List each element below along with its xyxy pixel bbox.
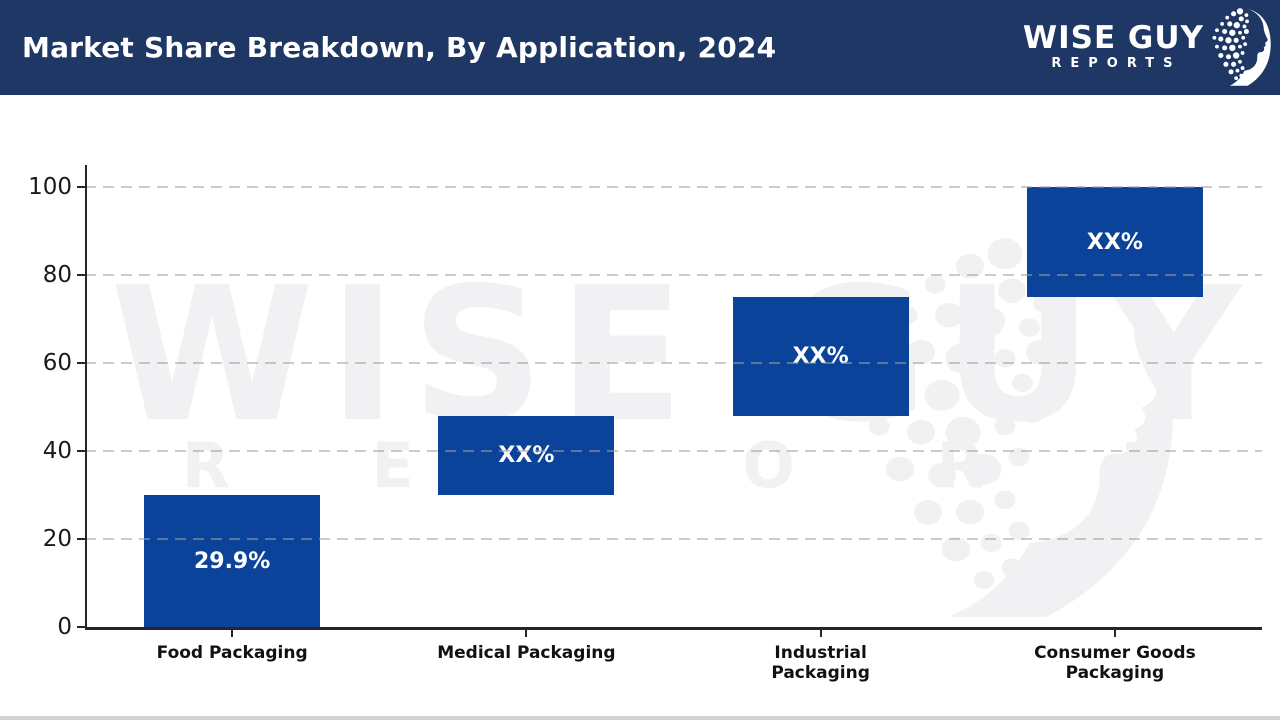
brand-logo-text: WISE GUY REPORTS bbox=[1023, 21, 1204, 71]
y-axis-line bbox=[85, 165, 87, 627]
bar-value-label: XX% bbox=[792, 343, 849, 369]
y-gridline bbox=[85, 450, 1262, 452]
x-category-label: Food Packaging bbox=[156, 643, 308, 663]
y-tick-label: 40 bbox=[42, 438, 72, 464]
bar-value-label: 29.9% bbox=[193, 548, 271, 574]
brand-logo: WISE GUY REPORTS bbox=[1023, 5, 1272, 87]
x-category-label: Medical Packaging bbox=[437, 643, 616, 663]
y-tick-mark bbox=[77, 274, 85, 276]
y-tick-label: 100 bbox=[28, 174, 72, 200]
x-category-label: Consumer Goods Packaging bbox=[1034, 643, 1196, 684]
bar-food-packaging: 29.9% bbox=[144, 495, 321, 627]
x-tick-mark bbox=[525, 630, 528, 637]
y-tick-label: 20 bbox=[42, 526, 72, 552]
bar-medical-packaging: XX% bbox=[438, 415, 615, 496]
y-tick-mark bbox=[77, 186, 85, 188]
header-banner: Market Share Breakdown, By Application, … bbox=[0, 0, 1280, 95]
brand-subtitle: REPORTS bbox=[1051, 56, 1182, 72]
watermark-subtitle-text: R E P O R T S bbox=[182, 429, 1280, 502]
chart-canvas: WISE GUY R E P O R T S 02040608010029.9%… bbox=[0, 95, 1280, 720]
bottom-border-strip bbox=[0, 716, 1280, 720]
y-tick-label: 80 bbox=[42, 262, 72, 288]
y-gridline bbox=[85, 538, 1262, 540]
y-gridline bbox=[85, 186, 1262, 188]
y-tick-mark bbox=[77, 538, 85, 540]
bar-value-label: XX% bbox=[498, 443, 555, 469]
y-tick-mark bbox=[77, 450, 85, 452]
y-tick-mark bbox=[77, 362, 85, 364]
bar-industrial-packaging: XX% bbox=[732, 297, 909, 416]
x-axis-line bbox=[85, 627, 1262, 630]
y-tick-mark bbox=[77, 626, 85, 628]
bar-consumer-goods-packaging: XX% bbox=[1026, 187, 1203, 297]
x-tick-mark bbox=[1113, 630, 1116, 637]
brand-name: WISE GUY bbox=[1022, 19, 1204, 56]
x-tick-mark bbox=[819, 630, 822, 637]
bar-value-label: XX% bbox=[1086, 229, 1143, 255]
x-category-label: Industrial Packaging bbox=[771, 643, 870, 684]
y-gridline bbox=[85, 274, 1262, 276]
chart-title: Market Share Breakdown, By Application, … bbox=[22, 31, 777, 64]
x-tick-mark bbox=[231, 630, 234, 637]
y-gridline bbox=[85, 362, 1262, 364]
y-tick-label: 0 bbox=[57, 614, 72, 640]
y-tick-label: 60 bbox=[42, 350, 72, 376]
dotted-face-logo-icon bbox=[1212, 8, 1271, 86]
